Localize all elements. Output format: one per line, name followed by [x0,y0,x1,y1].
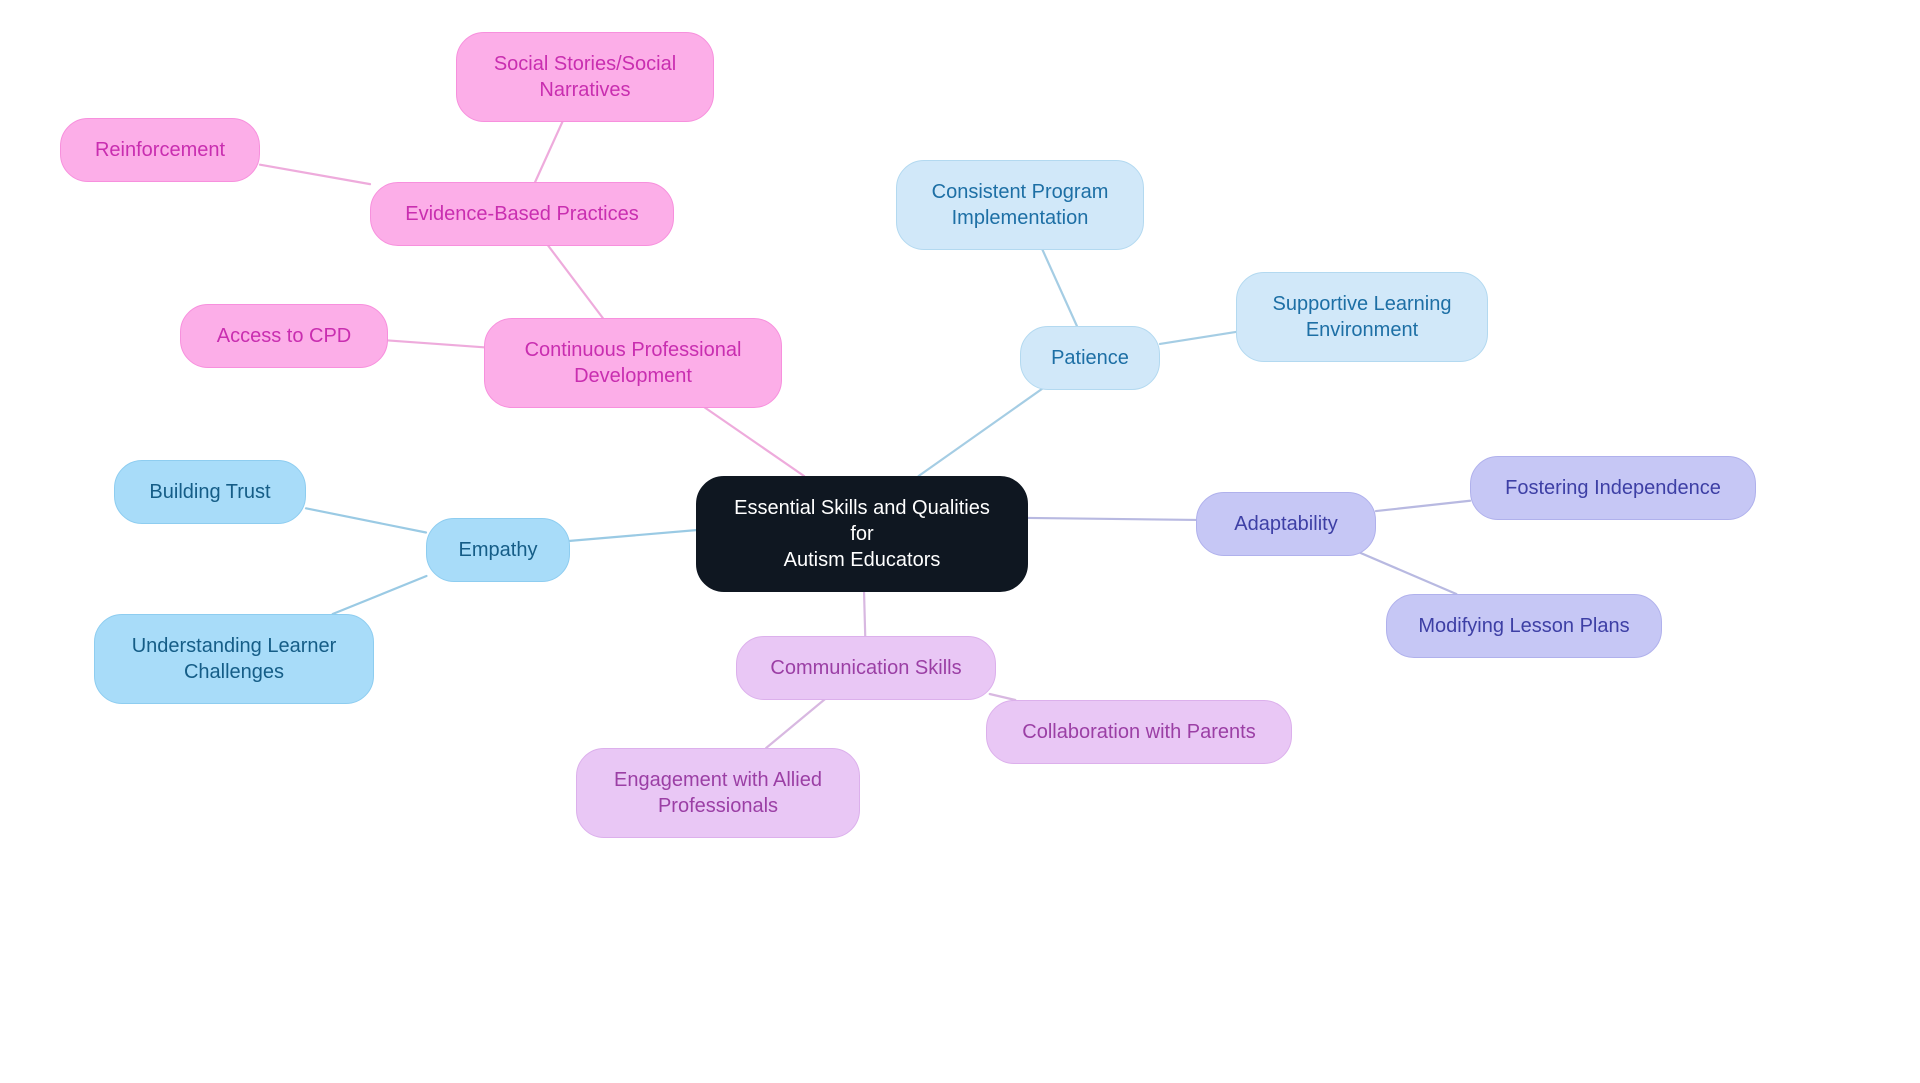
edge-patience-p2 [1160,332,1236,344]
mindmap-node-empathy: Empathy [426,518,570,582]
edge-cpd-ebp [544,240,603,318]
mindmap-node-cpd1: Access to CPD [180,304,388,368]
mindmap-node-ebp1: Reinforcement [60,118,260,182]
edge-comm-c1 [766,694,831,748]
edge-ebp-ebp2 [535,112,567,182]
mindmap-node-a1: Fostering Independence [1470,456,1756,520]
mindmap-node-e1: Building Trust [114,460,306,524]
edge-root-empathy [570,530,696,541]
mindmap-node-cpd: Continuous ProfessionalDevelopment [484,318,782,408]
mindmap-node-ebp: Evidence-Based Practices [370,182,674,246]
edge-patience-p1 [1038,240,1077,326]
mindmap-node-p2: Supportive LearningEnvironment [1236,272,1488,362]
edge-adapt-a1 [1376,501,1470,511]
edge-root-patience [919,384,1049,476]
edge-cpd-cpd1 [388,340,484,347]
edge-root-cpd [691,398,804,476]
mindmap-node-root: Essential Skills and Qualities forAutism… [696,476,1028,592]
edge-empathy-e2 [333,576,427,614]
mindmap-node-c2: Collaboration with Parents [986,700,1292,764]
edge-empathy-e1 [306,508,426,532]
mindmap-node-adapt: Adaptability [1196,492,1376,556]
mindmap-node-e2: Understanding LearnerChallenges [94,614,374,704]
mindmap-node-comm: Communication Skills [736,636,996,700]
mindmap-node-a2: Modifying Lesson Plans [1386,594,1662,658]
mindmap-node-patience: Patience [1020,326,1160,390]
mindmap-node-ebp2: Social Stories/SocialNarratives [456,32,714,122]
edge-root-adapt [1028,518,1196,520]
mindmap-node-c1: Engagement with AlliedProfessionals [576,748,860,838]
mindmap-node-p1: Consistent ProgramImplementation [896,160,1144,250]
edge-adapt-a2 [1354,550,1457,594]
edge-ebp-ebp1 [260,165,370,184]
